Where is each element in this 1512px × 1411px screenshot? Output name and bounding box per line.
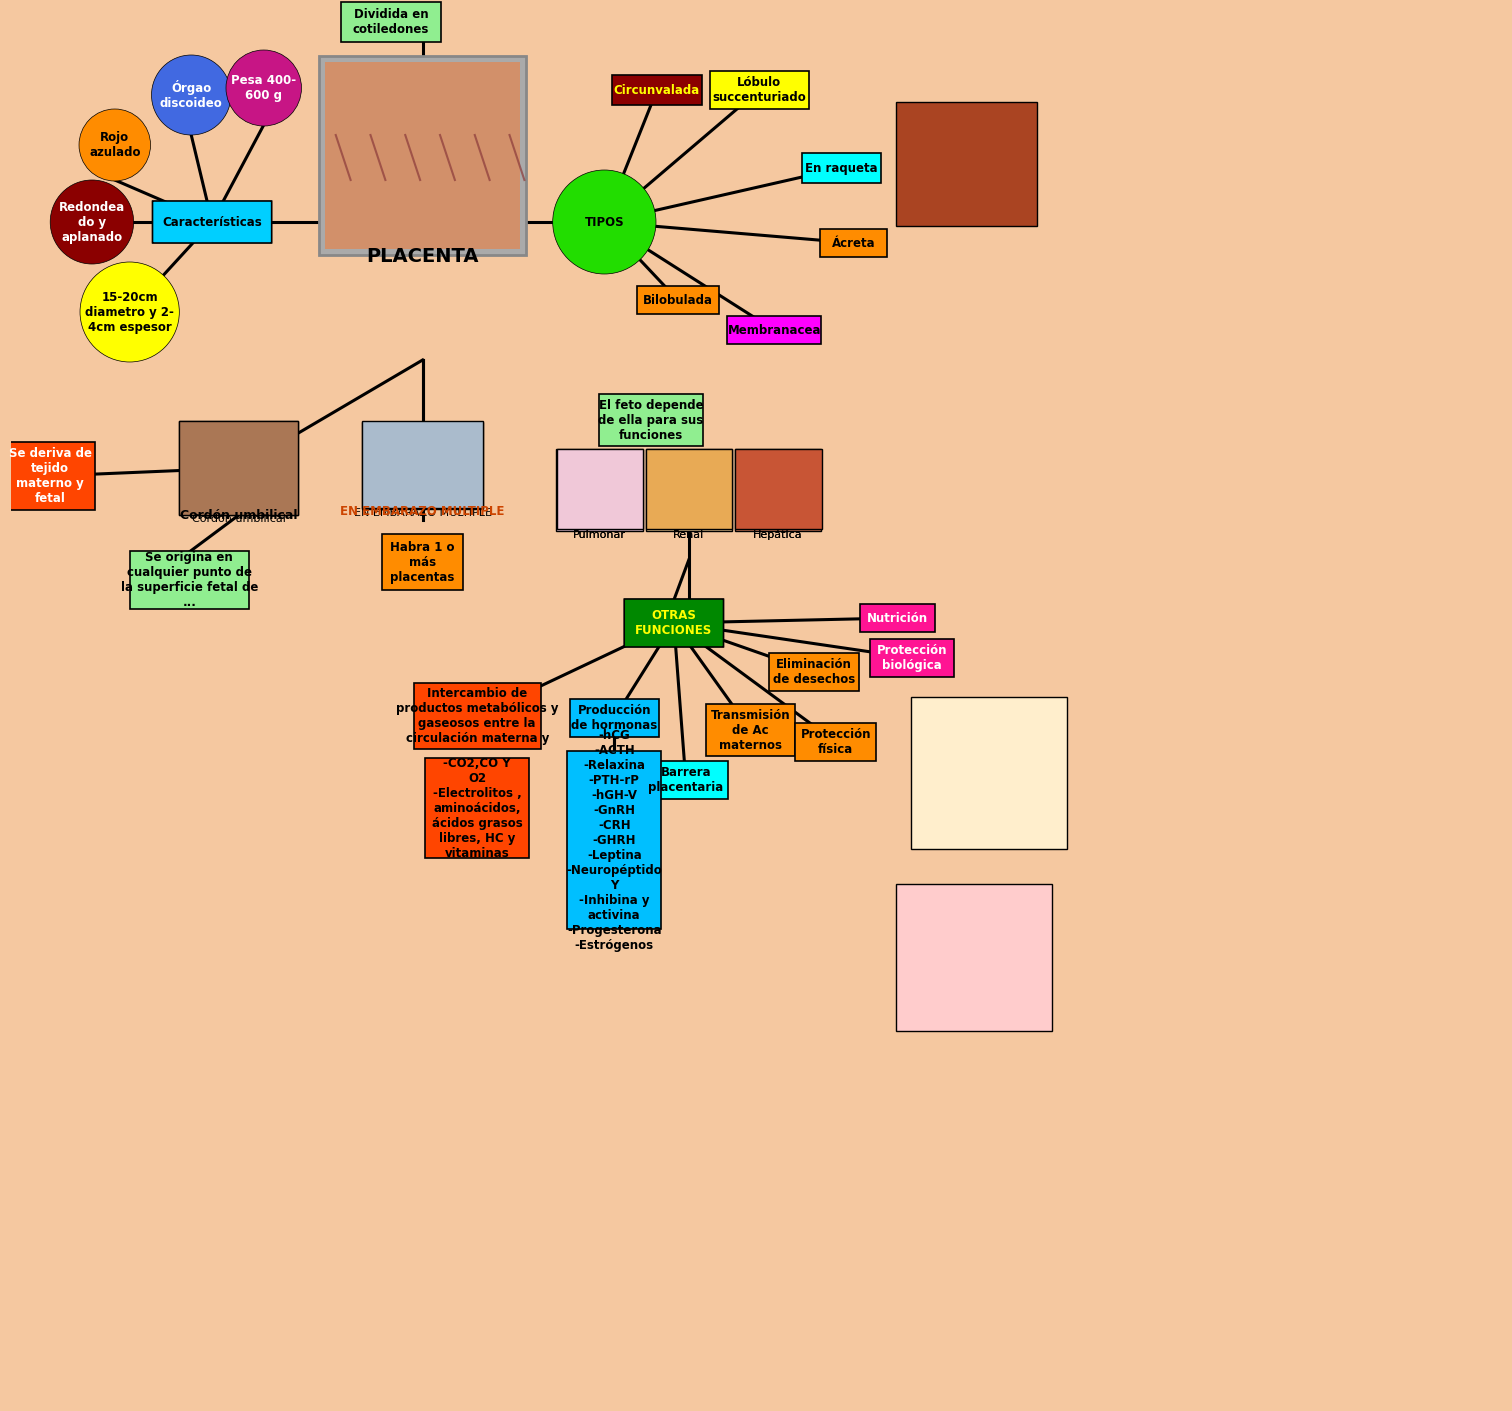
Text: Cordón umbilical: Cordón umbilical [192, 514, 286, 523]
FancyBboxPatch shape [795, 722, 877, 761]
FancyBboxPatch shape [567, 751, 661, 928]
FancyBboxPatch shape [869, 639, 954, 677]
FancyBboxPatch shape [706, 704, 795, 756]
FancyBboxPatch shape [801, 152, 881, 183]
Text: Renal: Renal [673, 531, 705, 540]
FancyBboxPatch shape [897, 885, 1052, 1031]
FancyBboxPatch shape [414, 683, 541, 748]
FancyBboxPatch shape [624, 600, 724, 648]
Text: TIPOS: TIPOS [585, 216, 624, 229]
FancyBboxPatch shape [897, 102, 1037, 226]
FancyBboxPatch shape [180, 420, 298, 515]
FancyBboxPatch shape [361, 422, 484, 508]
FancyBboxPatch shape [425, 758, 529, 858]
FancyBboxPatch shape [820, 229, 888, 257]
Circle shape [79, 109, 151, 181]
Text: Órgao
discoideo: Órgao discoideo [160, 80, 222, 110]
FancyBboxPatch shape [912, 697, 1067, 849]
FancyBboxPatch shape [709, 71, 809, 109]
Text: Pesa 400-
600 g: Pesa 400- 600 g [231, 73, 296, 102]
Text: Se deriva de
tejido
materno y
fetal: Se deriva de tejido materno y fetal [9, 447, 92, 505]
FancyBboxPatch shape [180, 420, 298, 515]
Text: Transmisión
de Ac
maternos: Transmisión de Ac maternos [711, 708, 791, 752]
FancyBboxPatch shape [727, 316, 821, 344]
Text: Protección
biológica: Protección biológica [877, 643, 948, 672]
Text: Bilobulada: Bilobulada [643, 293, 712, 306]
Circle shape [151, 55, 231, 135]
Text: Se origina en
cualquier punto de
la superficie fetal de
...: Se origina en cualquier punto de la supe… [121, 552, 259, 610]
FancyBboxPatch shape [646, 449, 732, 529]
Text: Hepática: Hepática [753, 529, 803, 540]
Text: Membranacea: Membranacea [727, 323, 821, 336]
Text: El feto depende
de ella para sus
funciones: El feto depende de ella para sus funcion… [599, 398, 703, 442]
Text: Rojo
azulado: Rojo azulado [89, 131, 141, 159]
Circle shape [553, 169, 656, 274]
Text: Dividida en
cotiledones: Dividida en cotiledones [352, 8, 429, 37]
Text: Ácreta: Ácreta [832, 237, 875, 250]
Text: Producción
de hormonas: Producción de hormonas [572, 704, 658, 732]
FancyBboxPatch shape [130, 550, 249, 610]
Text: Renal: Renal [673, 531, 705, 540]
FancyBboxPatch shape [556, 449, 643, 529]
Text: EN EMBARAZO MULTIPLE: EN EMBARAZO MULTIPLE [340, 505, 505, 518]
Text: Redondea
do y
aplanado: Redondea do y aplanado [59, 200, 125, 244]
FancyBboxPatch shape [361, 420, 484, 508]
Text: 15-20cm
diametro y 2-
4cm espesor: 15-20cm diametro y 2- 4cm espesor [85, 291, 174, 333]
FancyBboxPatch shape [325, 62, 520, 248]
FancyBboxPatch shape [735, 449, 821, 531]
FancyBboxPatch shape [153, 200, 272, 243]
FancyBboxPatch shape [599, 394, 703, 446]
FancyBboxPatch shape [342, 1, 440, 42]
FancyBboxPatch shape [612, 75, 702, 104]
FancyBboxPatch shape [860, 604, 934, 632]
Text: Hepática: Hepática [753, 529, 803, 540]
Text: Habra 1 o
más
placentas: Habra 1 o más placentas [390, 540, 455, 584]
Text: OTRAS
FUNCIONES: OTRAS FUNCIONES [635, 610, 712, 636]
Circle shape [80, 262, 180, 363]
Text: Pulmonar: Pulmonar [573, 531, 626, 540]
Text: -CO2,CO Y
O2
-Electrolitos ,
aminoácidos,
ácidos grasos
libres, HC y
vitaminas: -CO2,CO Y O2 -Electrolitos , aminoácidos… [432, 756, 523, 859]
FancyBboxPatch shape [556, 449, 643, 531]
Text: Pulmonar: Pulmonar [573, 531, 626, 540]
FancyBboxPatch shape [644, 761, 727, 799]
FancyBboxPatch shape [637, 286, 718, 315]
Text: EN EMBARAZO MULTIPLE: EN EMBARAZO MULTIPLE [354, 508, 491, 518]
Text: PLACENTA: PLACENTA [366, 247, 479, 265]
FancyBboxPatch shape [6, 442, 95, 509]
FancyBboxPatch shape [770, 653, 859, 691]
FancyBboxPatch shape [319, 55, 526, 254]
FancyBboxPatch shape [570, 698, 659, 737]
Text: Intercambio de
productos metabólicos y
gaseosos entre la
circulación materna y: Intercambio de productos metabólicos y g… [396, 687, 558, 745]
Text: Eliminación
de desechos: Eliminación de desechos [773, 658, 854, 686]
Circle shape [225, 49, 301, 126]
Text: Circunvalada: Circunvalada [614, 83, 700, 96]
Text: Protección
física: Protección física [800, 728, 871, 756]
FancyBboxPatch shape [383, 535, 463, 590]
FancyBboxPatch shape [646, 449, 732, 531]
Text: En raqueta: En raqueta [806, 161, 878, 175]
Text: Características: Características [162, 216, 262, 229]
Text: Nutrición: Nutrición [866, 611, 928, 625]
Text: -hCG
-ACTH
-Relaxina
-PTH-rP
-hGH-V
-GnRH
-CRH
-GHRH
-Leptina
-Neuropéptido
Y
-I: -hCG -ACTH -Relaxina -PTH-rP -hGH-V -GnR… [567, 728, 662, 951]
Text: Lóbulo
succenturiado: Lóbulo succenturiado [712, 76, 806, 104]
FancyBboxPatch shape [735, 449, 823, 529]
Circle shape [50, 181, 133, 264]
Text: Cordón umbilical: Cordón umbilical [180, 509, 298, 522]
Text: Barrera
placentaria: Barrera placentaria [649, 766, 723, 794]
